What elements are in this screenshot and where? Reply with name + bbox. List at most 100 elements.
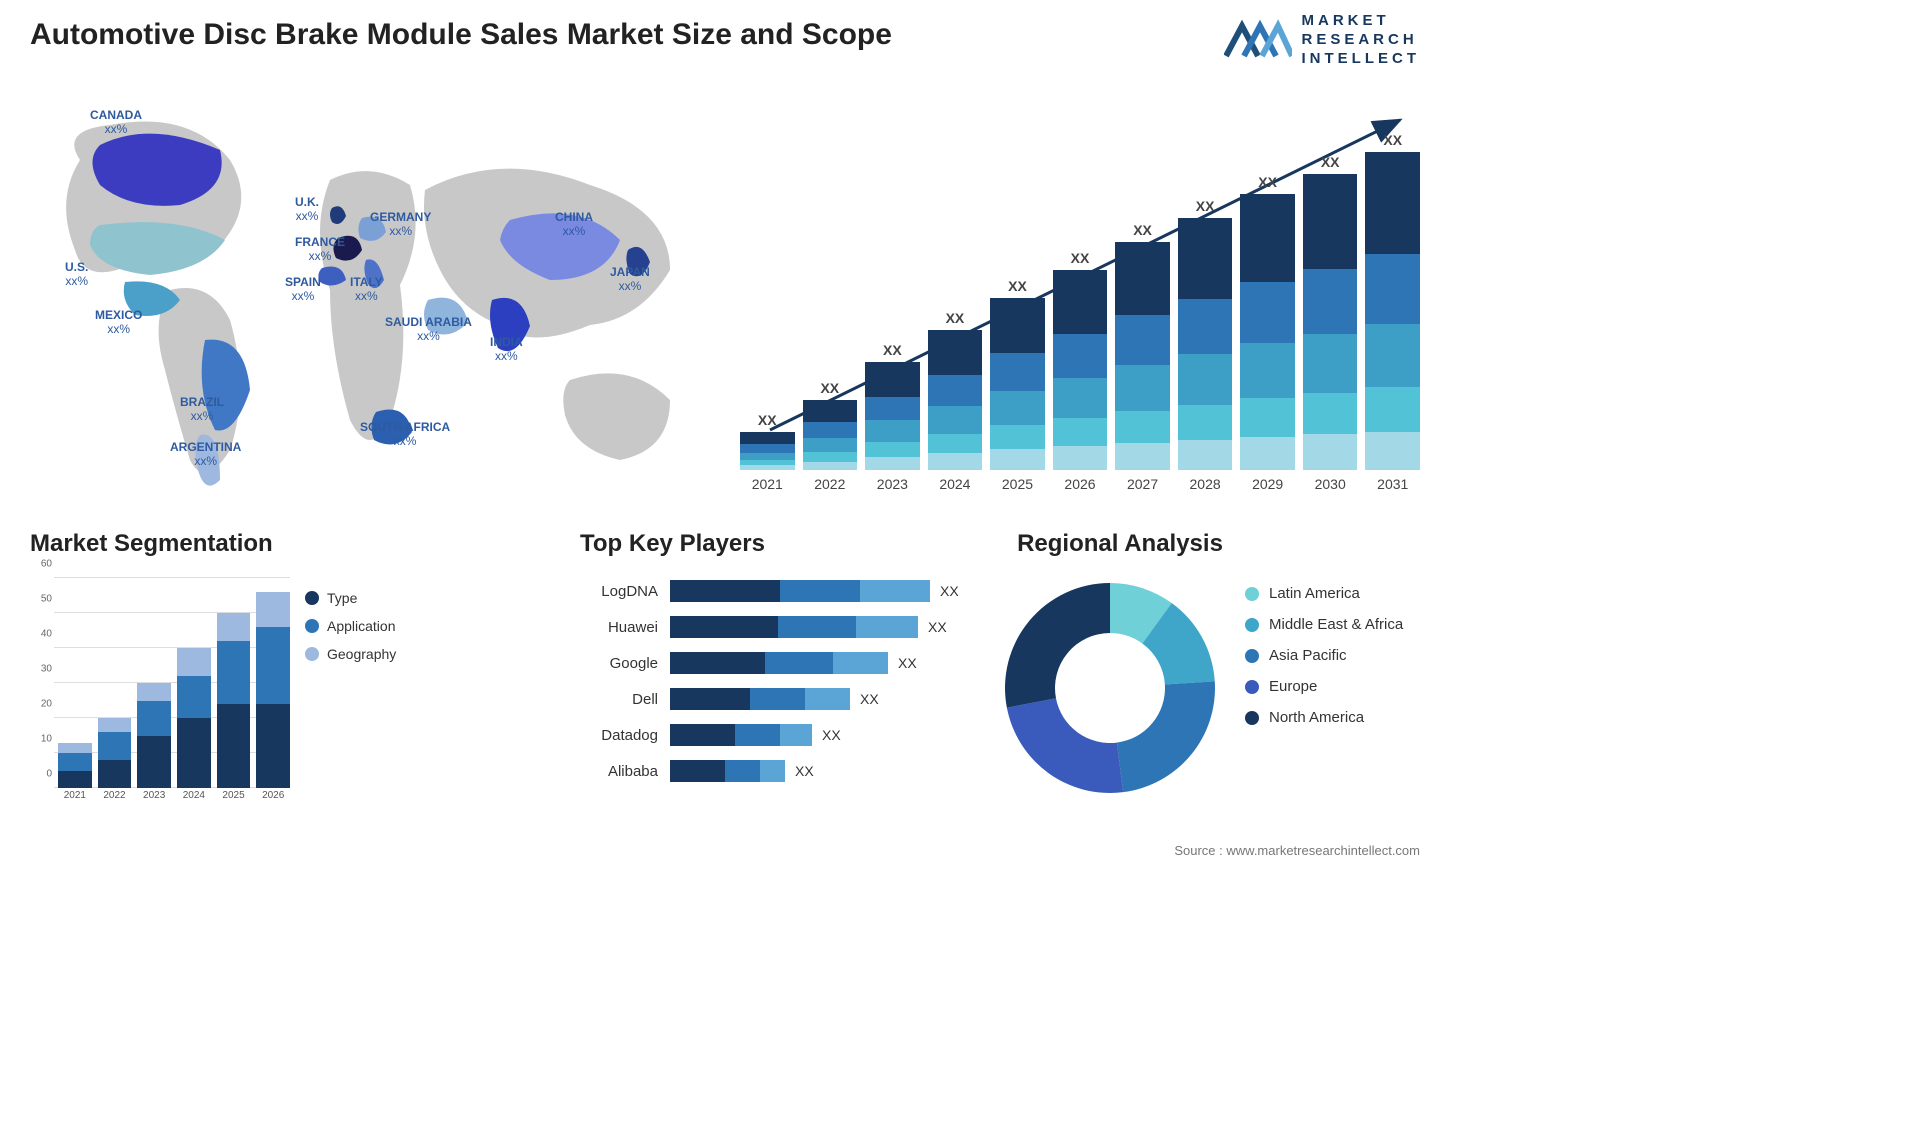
player-value: XX [795,763,814,779]
legend-label: Middle East & Africa [1269,616,1403,633]
seg-segment [58,771,92,789]
map-label-argentina: ARGENTINAxx% [170,440,241,469]
legend-swatch-icon [1245,618,1259,632]
player-segment [670,616,778,638]
player-segment [750,688,805,710]
player-segment [780,580,860,602]
growth-x-label: 2026 [1053,476,1108,500]
player-bar [670,688,850,710]
growth-segment [928,453,983,470]
page-title: Automotive Disc Brake Module Sales Marke… [30,18,892,52]
logo-text: MARKET RESEARCH INTELLECT [1302,12,1421,68]
growth-value-label: XX [820,380,839,396]
growth-segment [803,462,858,470]
growth-segment [1365,387,1420,432]
regional-legend: Latin AmericaMiddle East & AfricaAsia Pa… [1245,585,1403,740]
growth-bar-2024: XX [928,310,983,470]
legend-swatch-icon [1245,711,1259,725]
growth-segment [990,353,1045,391]
brand-logo: MARKET RESEARCH INTELLECT [1224,12,1421,68]
player-segment [765,652,833,674]
seg-segment [256,704,290,788]
player-row-dell: DellXX [580,686,980,712]
growth-segment [740,465,795,470]
player-segment [670,760,725,782]
growth-segment [1365,254,1420,324]
seg-x-label: 2021 [58,790,92,808]
seg-bar-2024 [177,648,211,788]
growth-bar-2023: XX [865,342,920,470]
growth-x-label: 2022 [803,476,858,500]
player-segment [860,580,930,602]
player-bar [670,616,918,638]
donut-slice-europe [1007,698,1123,793]
seg-segment [256,627,290,704]
legend-label: Geography [327,646,396,662]
growth-segment [1240,194,1295,282]
seg-y-tick: 30 [41,664,52,675]
growth-bar-2026: XX [1053,250,1108,470]
growth-segment [1178,405,1233,440]
player-value: XX [898,655,917,671]
growth-segment [990,298,1045,353]
growth-segment [1178,440,1233,470]
growth-value-label: XX [883,342,902,358]
seg-x-label: 2023 [137,790,171,808]
growth-segment [1303,269,1358,334]
growth-segment [1178,218,1233,299]
seg-y-tick: 40 [41,629,52,640]
growth-segment [1303,434,1358,470]
player-bar [670,724,812,746]
growth-segment [803,422,858,437]
player-segment [856,616,918,638]
growth-bar-2022: XX [803,380,858,470]
legend-label: Latin America [1269,585,1360,602]
growth-segment [1115,315,1170,365]
growth-segment [1365,324,1420,388]
map-label-mexico: MEXICOxx% [95,308,142,337]
seg-segment [177,648,211,676]
seg-segment [217,704,251,788]
growth-segment [1115,443,1170,470]
growth-x-label: 2029 [1240,476,1295,500]
growth-segment [1365,152,1420,254]
map-label-uk: U.K.xx% [295,195,319,224]
growth-segment [1240,398,1295,437]
growth-value-label: XX [1196,198,1215,214]
growth-segment [1240,343,1295,398]
player-name: Datadog [580,727,670,744]
growth-value-label: XX [758,412,777,428]
growth-segment [1303,334,1358,393]
growth-segment [1053,418,1108,446]
seg-legend-item: Type [305,590,396,606]
growth-x-label: 2024 [928,476,983,500]
seg-y-tick: 60 [41,559,52,570]
player-value: XX [940,583,959,599]
player-value: XX [860,691,879,707]
player-row-google: GoogleXX [580,650,980,676]
player-segment [670,652,765,674]
growth-segment [1053,378,1108,418]
growth-value-label: XX [1008,278,1027,294]
seg-segment [177,718,211,788]
top-players-section: Top Key Players LogDNAXXHuaweiXXGoogleXX… [580,530,980,810]
legend-label: Application [327,618,396,634]
map-label-southafrica: SOUTH AFRICAxx% [360,420,450,449]
growth-segment [1240,437,1295,470]
growth-segment [928,330,983,375]
market-segmentation-section: Market Segmentation 0102030405060 202120… [30,530,450,810]
seg-x-label: 2022 [98,790,132,808]
player-segment [805,688,850,710]
seg-bar-2022 [98,718,132,788]
regional-legend-item: Europe [1245,678,1403,695]
legend-swatch-icon [305,619,319,633]
legend-label: Europe [1269,678,1317,695]
regional-title: Regional Analysis [1000,530,1240,558]
growth-segment [928,375,983,406]
growth-bar-2029: XX [1240,174,1295,470]
growth-segment [1178,299,1233,354]
growth-value-label: XX [1071,250,1090,266]
logo-line2: RESEARCH [1302,31,1421,50]
player-name: LogDNA [580,583,670,600]
growth-segment [1365,432,1420,470]
